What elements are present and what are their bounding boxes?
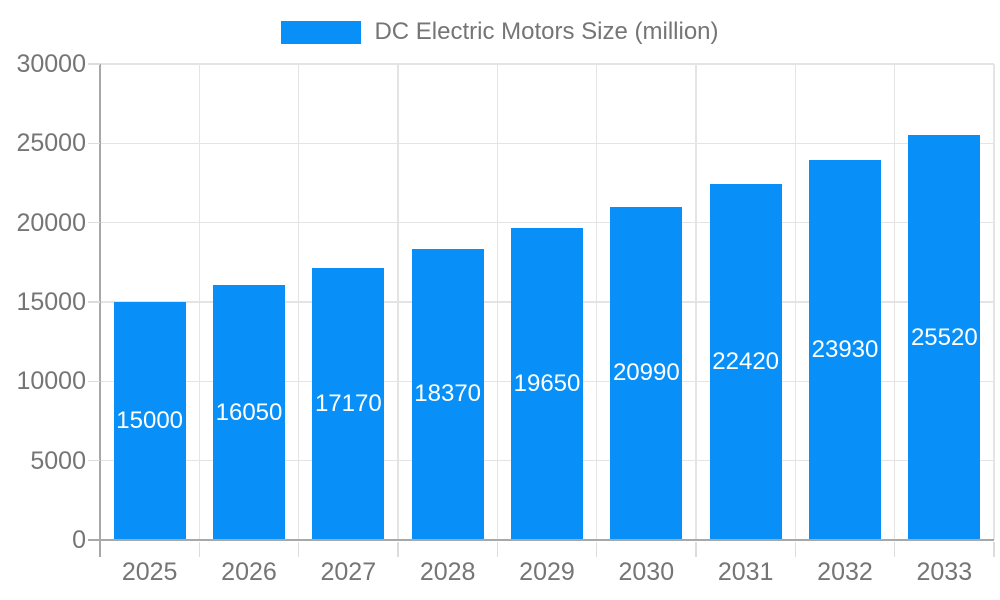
y-axis-label: 5000: [30, 446, 86, 475]
y-axis-label: 0: [72, 526, 86, 554]
bar-value-label: 22420: [712, 348, 780, 376]
legend-swatch: [281, 20, 362, 44]
bar[interactable]: 23930: [809, 160, 881, 540]
y-axis-label: 30000: [16, 50, 86, 78]
y-axis-tick: [88, 459, 100, 462]
x-axis-tick: [496, 542, 499, 557]
x-gridline: [993, 64, 995, 540]
x-gridline: [397, 64, 399, 540]
x-axis-label: 2027: [320, 558, 377, 586]
x-gridline: [297, 64, 300, 540]
x-axis-label: 2025: [121, 558, 178, 586]
bar-value-label: 18370: [414, 380, 482, 408]
x-axis-label: 2030: [618, 558, 675, 586]
bar[interactable]: 25520: [908, 135, 981, 540]
x-gridline: [595, 64, 598, 540]
y-gridline: [100, 221, 994, 224]
x-axis-tick: [198, 542, 201, 557]
y-gridline: [100, 142, 994, 145]
bar[interactable]: 17170: [312, 267, 385, 540]
x-axis-tick: [595, 542, 598, 557]
bar[interactable]: 22420: [709, 184, 782, 540]
x-gridline: [695, 64, 697, 540]
bar[interactable]: 16050: [213, 285, 285, 540]
x-axis-label: 2026: [221, 558, 277, 586]
legend-label: DC Electric Motors Size (million): [374, 18, 719, 45]
y-axis-tick: [88, 142, 100, 145]
x-axis-tick: [893, 542, 896, 557]
x-axis-label: 2029: [519, 558, 575, 586]
x-axis-tick: [297, 542, 300, 557]
y-axis-tick: [88, 221, 100, 224]
x-axis-label: 2033: [916, 558, 973, 586]
y-axis-label: 20000: [16, 208, 86, 237]
bar[interactable]: 15000: [113, 302, 186, 540]
bar-value-label: 20990: [612, 359, 680, 387]
bar-value-label: 16050: [215, 398, 283, 426]
x-gridline: [198, 64, 201, 540]
x-axis-label: 2028: [419, 558, 476, 586]
bar-value-label: 15000: [116, 407, 184, 434]
bar-value-label: 19650: [513, 370, 581, 398]
x-gridline: [893, 64, 896, 540]
x-axis-tick: [99, 542, 101, 557]
y-axis-tick: [88, 63, 100, 65]
bar-value-label: 17170: [314, 389, 382, 417]
bar-value-label: 25520: [910, 323, 978, 351]
y-axis-tick: [88, 380, 100, 383]
x-axis-tick: [993, 542, 995, 557]
x-axis-line: [88, 539, 994, 541]
bar-value-label: 23930: [811, 336, 879, 364]
y-axis-label: 25000: [16, 129, 86, 158]
x-axis-label: 2032: [817, 558, 873, 586]
bar[interactable]: 18370: [411, 248, 484, 540]
bar[interactable]: 20990: [610, 206, 683, 540]
y-axis-line: [99, 64, 101, 557]
legend[interactable]: DC Electric Motors Size (million): [0, 16, 1000, 48]
x-axis-label: 2031: [717, 558, 774, 586]
x-gridline: [496, 64, 499, 540]
plot-area: 15000 16050 17170 18370 19650 20990 22420 23930…: [100, 63, 995, 540]
y-axis-label: 15000: [16, 288, 86, 316]
y-axis-tick: [88, 301, 100, 303]
x-axis-tick: [695, 542, 697, 557]
y-axis-label: 10000: [16, 367, 86, 396]
x-gridline: [794, 64, 797, 540]
x-axis-tick: [794, 542, 797, 557]
y-gridline: [100, 63, 994, 65]
x-axis-tick: [397, 542, 399, 557]
bar[interactable]: 19650: [511, 228, 583, 540]
